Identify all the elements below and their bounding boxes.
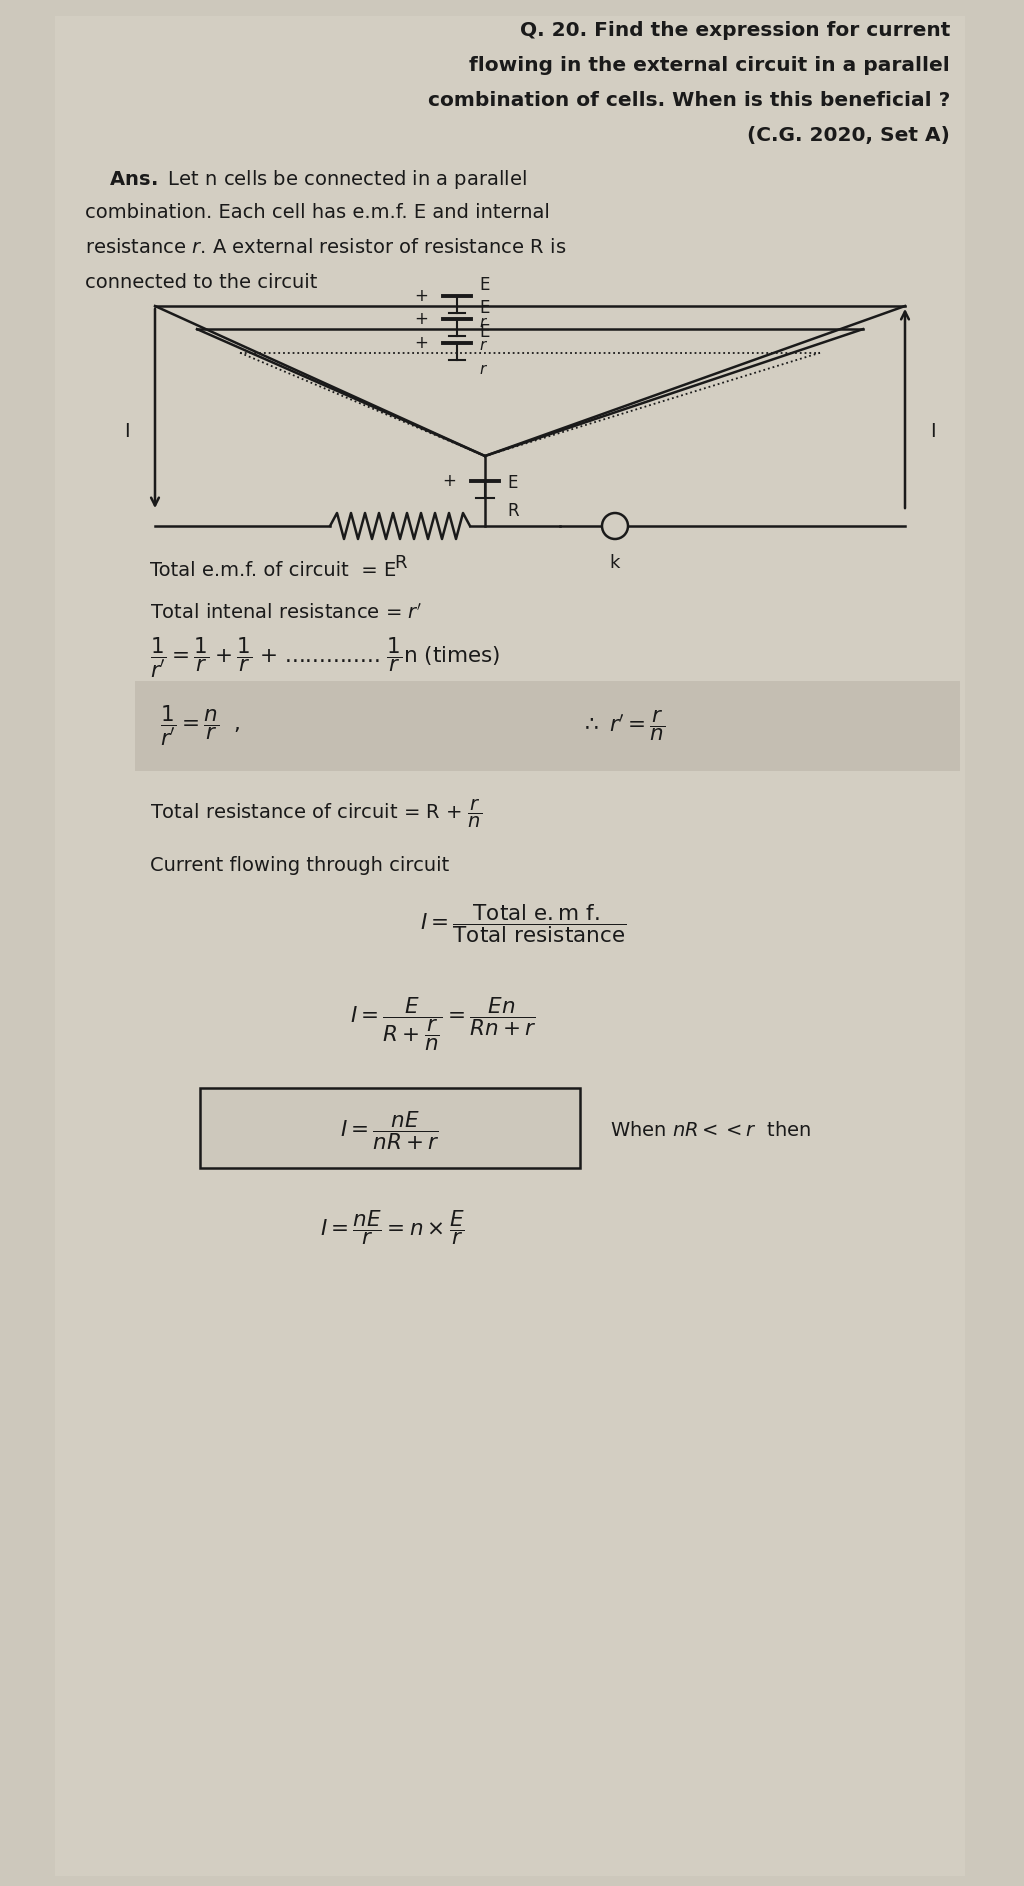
Text: E: E xyxy=(479,300,489,317)
Text: $I = \dfrac{nE}{r} = n \times \dfrac{E}{r}$: $I = \dfrac{nE}{r} = n \times \dfrac{E}{… xyxy=(319,1209,465,1247)
Text: $I = \dfrac{E}{R+\dfrac{r}{n}} = \dfrac{En}{Rn+r}$: $I = \dfrac{E}{R+\dfrac{r}{n}} = \dfrac{… xyxy=(350,996,537,1052)
Text: $\bf{Ans.}$ Let n cells be connected in a parallel: $\bf{Ans.}$ Let n cells be connected in … xyxy=(85,168,526,190)
Text: +: + xyxy=(414,334,428,353)
Text: I: I xyxy=(124,421,130,441)
Text: Total e.m.f. of circuit  = E: Total e.m.f. of circuit = E xyxy=(150,560,396,581)
Text: E: E xyxy=(507,473,517,492)
FancyBboxPatch shape xyxy=(200,1088,580,1167)
Text: E: E xyxy=(479,323,489,341)
Text: connected to the circuit: connected to the circuit xyxy=(85,273,317,292)
Text: When $nR << r$  then: When $nR << r$ then xyxy=(610,1122,811,1141)
Text: (C.G. 2020, Set A): (C.G. 2020, Set A) xyxy=(748,126,950,145)
Text: r: r xyxy=(479,315,485,330)
FancyBboxPatch shape xyxy=(135,681,961,771)
Text: Total intenal resistance = $r'$: Total intenal resistance = $r'$ xyxy=(150,604,422,622)
Text: $I = \dfrac{\mathrm{Total\ e.m\ f.}}{\mathrm{Total\ resistance}}$: $I = \dfrac{\mathrm{Total\ e.m\ f.}}{\ma… xyxy=(420,903,627,945)
Text: Current flowing through circuit: Current flowing through circuit xyxy=(150,856,450,875)
Text: Q. 20. Find the expression for current: Q. 20. Find the expression for current xyxy=(519,21,950,40)
Text: combination of cells. When is this beneficial ?: combination of cells. When is this benef… xyxy=(428,91,950,109)
Text: I: I xyxy=(930,421,936,441)
Text: E: E xyxy=(479,275,489,294)
Text: R: R xyxy=(507,502,518,521)
Text: combination. Each cell has e.m.f. E and internal: combination. Each cell has e.m.f. E and … xyxy=(85,204,550,223)
Text: +: + xyxy=(442,472,456,490)
Text: flowing in the external circuit in a parallel: flowing in the external circuit in a par… xyxy=(469,57,950,75)
Text: resistance $r$. A external resistor of resistance R is: resistance $r$. A external resistor of r… xyxy=(85,238,566,256)
Text: k: k xyxy=(610,554,621,571)
Text: $\therefore \ r' = \dfrac{r}{n}$: $\therefore \ r' = \dfrac{r}{n}$ xyxy=(580,709,666,743)
Text: Total resistance of circuit = R + $\dfrac{r}{n}$: Total resistance of circuit = R + $\dfra… xyxy=(150,798,482,830)
Text: $\dfrac{1}{r'} = \dfrac{n}{r}$  ,: $\dfrac{1}{r'} = \dfrac{n}{r}$ , xyxy=(160,703,241,749)
Text: $\dfrac{1}{r'} = \dfrac{1}{r} + \dfrac{1}{r}$ + .............. $\dfrac{1}{r}$n (: $\dfrac{1}{r'} = \dfrac{1}{r} + \dfrac{1… xyxy=(150,636,501,681)
Text: r: r xyxy=(479,338,485,353)
FancyBboxPatch shape xyxy=(55,15,965,1877)
Text: r: r xyxy=(479,362,485,377)
Text: R: R xyxy=(394,554,407,571)
Text: $I = \dfrac{nE}{nR + r}$: $I = \dfrac{nE}{nR + r}$ xyxy=(340,1109,440,1152)
Text: +: + xyxy=(414,287,428,306)
Text: +: + xyxy=(414,309,428,328)
